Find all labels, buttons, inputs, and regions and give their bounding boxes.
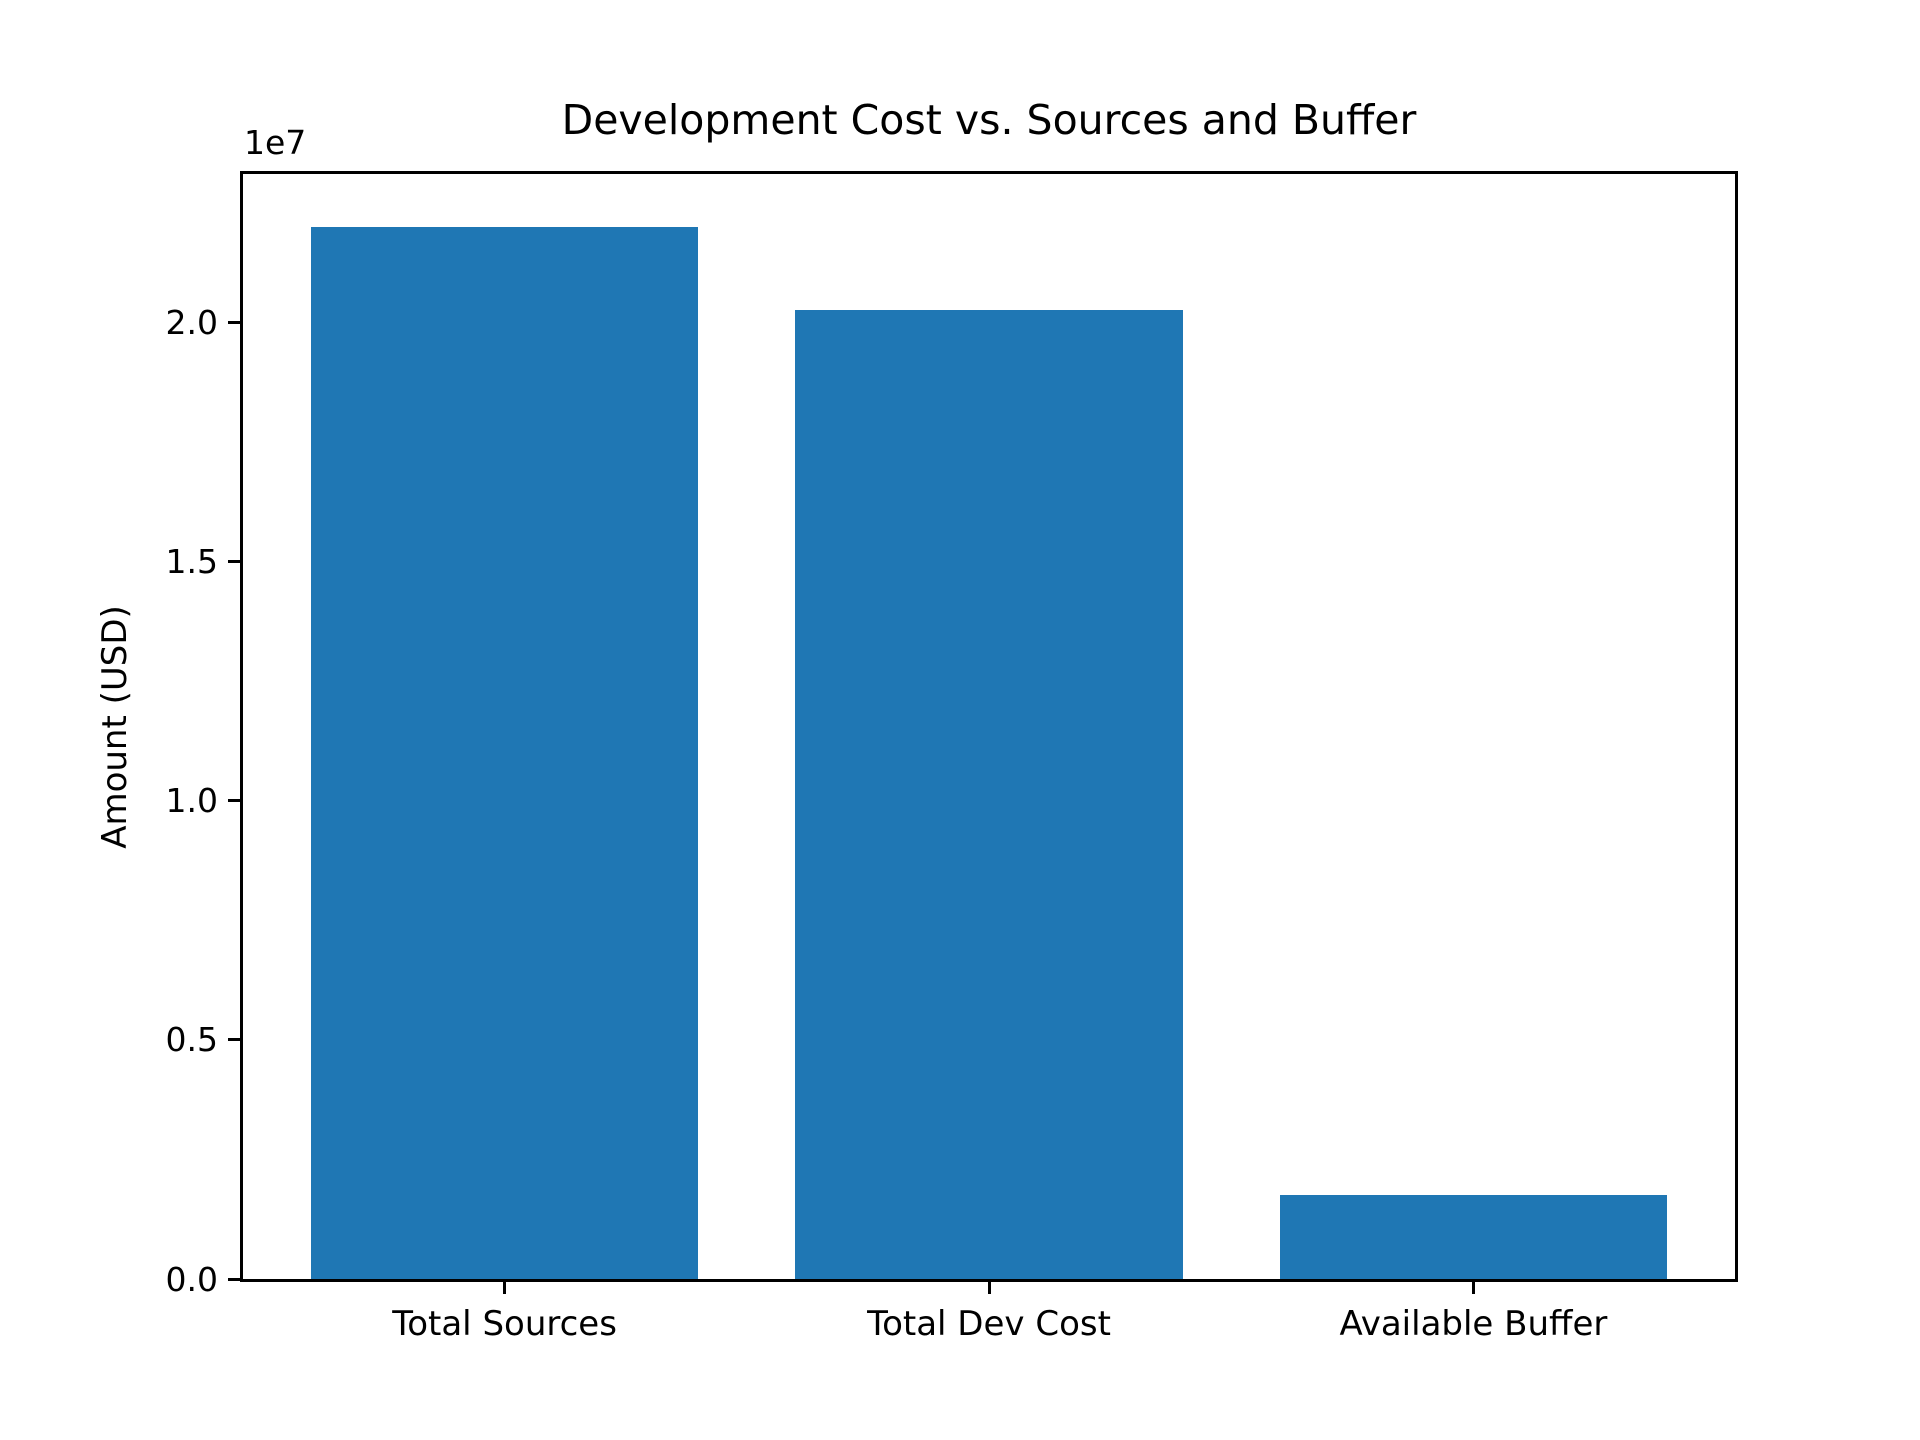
y-tick-label: 1.0	[165, 781, 218, 821]
x-tick-label: Total Sources	[392, 1304, 617, 1344]
x-tick-label: Available Buffer	[1339, 1304, 1608, 1344]
bar	[1279, 1195, 1668, 1279]
y-tick-mark	[228, 320, 240, 324]
bar	[795, 310, 1183, 1279]
plot-area	[240, 171, 1738, 1282]
y-axis-offset-label: 1e7	[244, 123, 307, 162]
x-tick-mark	[1471, 1282, 1475, 1294]
x-tick-mark	[987, 1282, 991, 1294]
y-tick-label: 2.0	[165, 302, 218, 342]
y-tick-mark	[228, 1277, 240, 1281]
x-tick-label: Total Dev Cost	[867, 1304, 1111, 1344]
y-tick-mark	[228, 799, 240, 803]
x-tick-mark	[503, 1282, 507, 1294]
bar	[310, 226, 699, 1279]
y-tick-mark	[228, 1038, 240, 1042]
y-tick-label: 0.5	[165, 1020, 218, 1060]
y-tick-label: 0.0	[165, 1259, 218, 1299]
y-tick-mark	[228, 559, 240, 563]
chart-title: Development Cost vs. Sources and Buffer	[561, 96, 1417, 144]
y-tick-label: 1.5	[165, 541, 218, 581]
